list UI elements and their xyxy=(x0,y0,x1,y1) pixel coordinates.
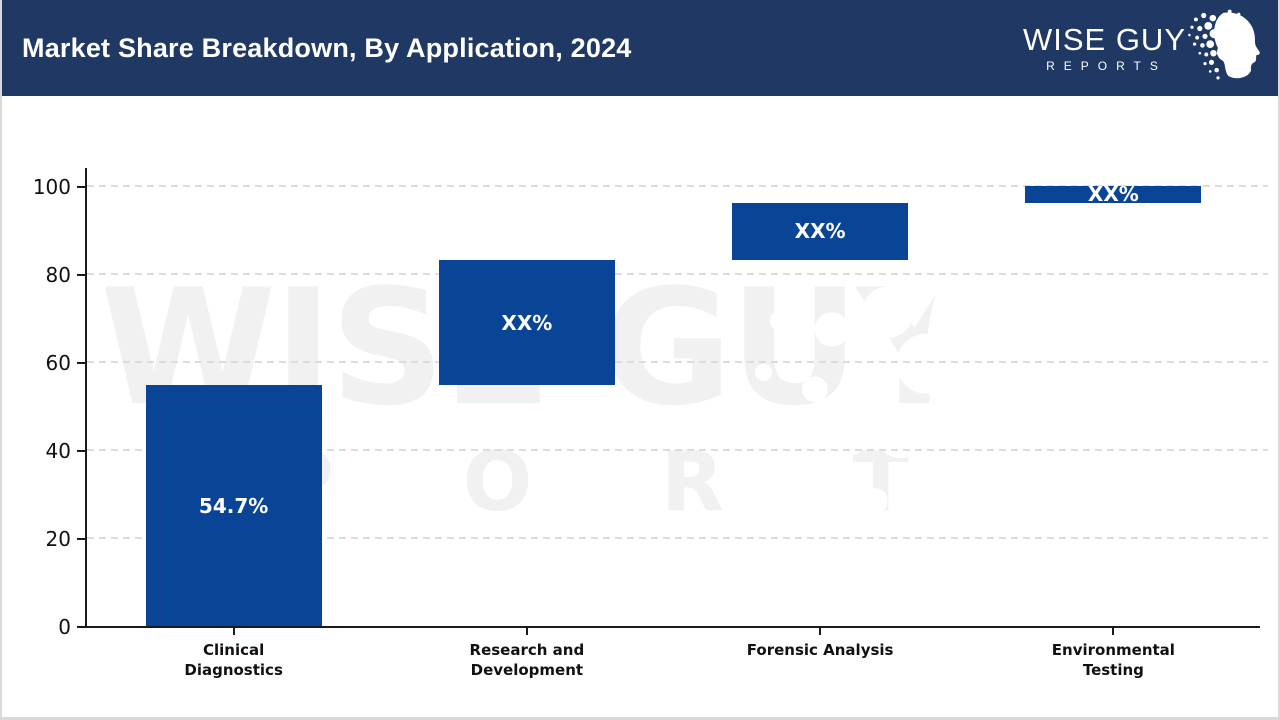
logo-head-icon xyxy=(1172,9,1264,87)
logo-text: WISE GUY REPORTS xyxy=(1023,24,1186,73)
x-category-label-1: Research and Development xyxy=(469,641,585,679)
gridline-40 xyxy=(87,449,1268,451)
header: Market Share Breakdown, By Application, … xyxy=(2,0,1278,96)
logo-wordmark: WISE GUY xyxy=(1022,21,1186,57)
plot-area: 0 20 40 60 80 100 54.7% Clinical Diagnostics XX%… xyxy=(2,96,1278,717)
x-category-label-0: Clinical Diagnostics xyxy=(184,641,283,679)
y-tick-label-40: 40 xyxy=(45,439,71,463)
bar-value-label: XX% xyxy=(794,219,846,244)
x-category-label-2: Forensic Analysis xyxy=(746,641,894,659)
bar-environmental-testing: XX% xyxy=(1025,182,1202,206)
y-tick-label-100: 100 xyxy=(32,175,71,199)
x-tickmark-1 xyxy=(525,628,528,635)
x-axis-line xyxy=(85,626,1260,628)
gridline-60 xyxy=(87,361,1268,363)
bar-forensic-analysis: XX% xyxy=(732,202,909,260)
x-tickmark-0 xyxy=(232,628,235,635)
gridline-80 xyxy=(87,273,1268,275)
y-tickmark-20 xyxy=(77,538,85,540)
y-tickmark-100 xyxy=(77,186,85,188)
logo-subtitle: REPORTS xyxy=(1046,58,1167,73)
page-title: Market Share Breakdown, By Application, … xyxy=(22,32,632,63)
y-tickmark-0 xyxy=(77,626,85,628)
bar-research-and-development: XX% xyxy=(438,259,615,386)
bar-clinical-diagnostics: 54.7% xyxy=(145,385,322,626)
y-tick-label-20: 20 xyxy=(45,527,71,551)
bar-value-label: 54.7% xyxy=(198,493,269,518)
wise-guy-reports-logo: WISE GUY REPORTS xyxy=(1023,9,1264,87)
y-tick-label-60: 60 xyxy=(45,351,71,375)
y-tickmark-40 xyxy=(77,450,85,452)
x-tickmark-2 xyxy=(819,628,822,635)
bar-value-label: XX% xyxy=(501,310,553,335)
bar-value-label: XX% xyxy=(1087,182,1139,207)
y-tickmark-60 xyxy=(77,362,85,364)
y-axis-line xyxy=(85,168,87,628)
chart-area: WISE GUY P O R T S 0 20 40 60 80 100 54.7% Clin… xyxy=(2,96,1278,717)
y-tick-label-80: 80 xyxy=(45,263,71,287)
gridline-20 xyxy=(87,537,1268,539)
x-category-label-3: Environmental Testing xyxy=(1051,641,1175,679)
y-tickmark-80 xyxy=(77,274,85,276)
x-tickmark-3 xyxy=(1112,628,1115,635)
gridline-100 xyxy=(87,185,1268,187)
y-tick-label-0: 0 xyxy=(58,615,71,639)
